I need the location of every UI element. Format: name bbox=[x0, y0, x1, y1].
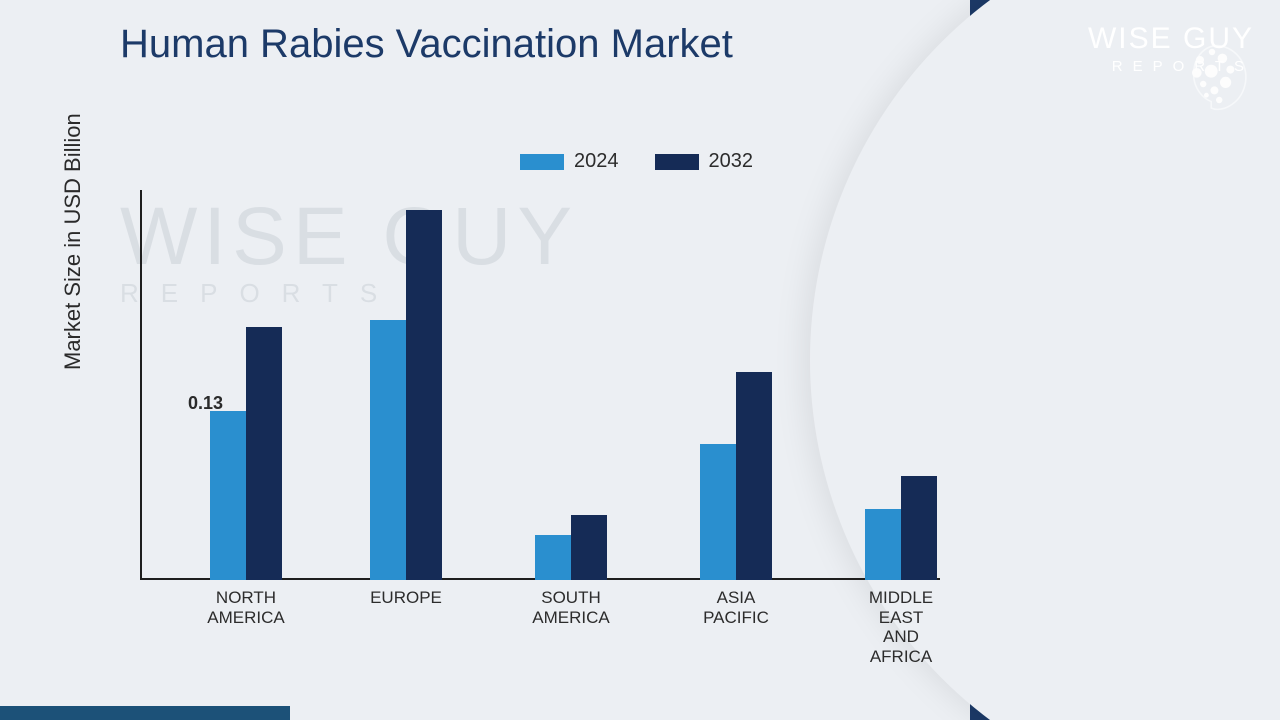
legend: 2024 2032 bbox=[520, 150, 753, 173]
brain-icon bbox=[1176, 36, 1256, 116]
bar-group: EUROPE bbox=[370, 210, 442, 581]
legend-swatch-2024 bbox=[520, 154, 564, 170]
bar-2032 bbox=[406, 210, 442, 581]
bar-2032 bbox=[246, 327, 282, 581]
y-axis-label: Market Size in USD Billion bbox=[60, 113, 86, 370]
bar-group: ASIAPACIFIC bbox=[700, 372, 772, 580]
plot-area: NORTHAMERICA EUROPE SOUTHAMERICA ASIAPACIFI… bbox=[140, 190, 940, 580]
bar-2032 bbox=[571, 515, 607, 580]
bar-2024 bbox=[700, 444, 736, 581]
category-label: SOUTHAMERICA bbox=[501, 588, 641, 627]
brand-logo: WISE GUY REPORTS bbox=[1088, 22, 1254, 75]
category-label: NORTHAMERICA bbox=[176, 588, 316, 627]
bar-group: SOUTHAMERICA bbox=[535, 515, 607, 580]
bar-2024 bbox=[535, 535, 571, 581]
y-axis bbox=[140, 190, 142, 580]
footer-accent bbox=[0, 706, 290, 720]
report-canvas: WISE GUY REPORTS WISE GUY REPORTS Human … bbox=[0, 0, 1280, 720]
bar-chart: 2024 2032 NORTHAMERICA EUROPE SOUTHAMERICA… bbox=[100, 150, 970, 670]
category-label: EUROPE bbox=[336, 588, 476, 608]
bar-group: MIDDLEEASTANDAFRICA bbox=[865, 476, 937, 580]
bar-2024 bbox=[210, 411, 246, 580]
chart-title: Human Rabies Vaccination Market bbox=[120, 22, 733, 67]
bar-value-label: 0.13 bbox=[188, 393, 223, 414]
legend-swatch-2032 bbox=[655, 154, 699, 170]
legend-item-2032: 2032 bbox=[655, 150, 754, 173]
bar-group: NORTHAMERICA bbox=[210, 327, 282, 581]
bar-2032 bbox=[901, 476, 937, 580]
legend-item-2024: 2024 bbox=[520, 150, 619, 173]
category-label: MIDDLEEASTANDAFRICA bbox=[831, 588, 971, 666]
bar-2032 bbox=[736, 372, 772, 580]
bar-2024 bbox=[865, 509, 901, 581]
legend-label-2024: 2024 bbox=[574, 150, 619, 172]
legend-label-2032: 2032 bbox=[709, 150, 754, 172]
bar-2024 bbox=[370, 320, 406, 580]
category-label: ASIAPACIFIC bbox=[666, 588, 806, 627]
